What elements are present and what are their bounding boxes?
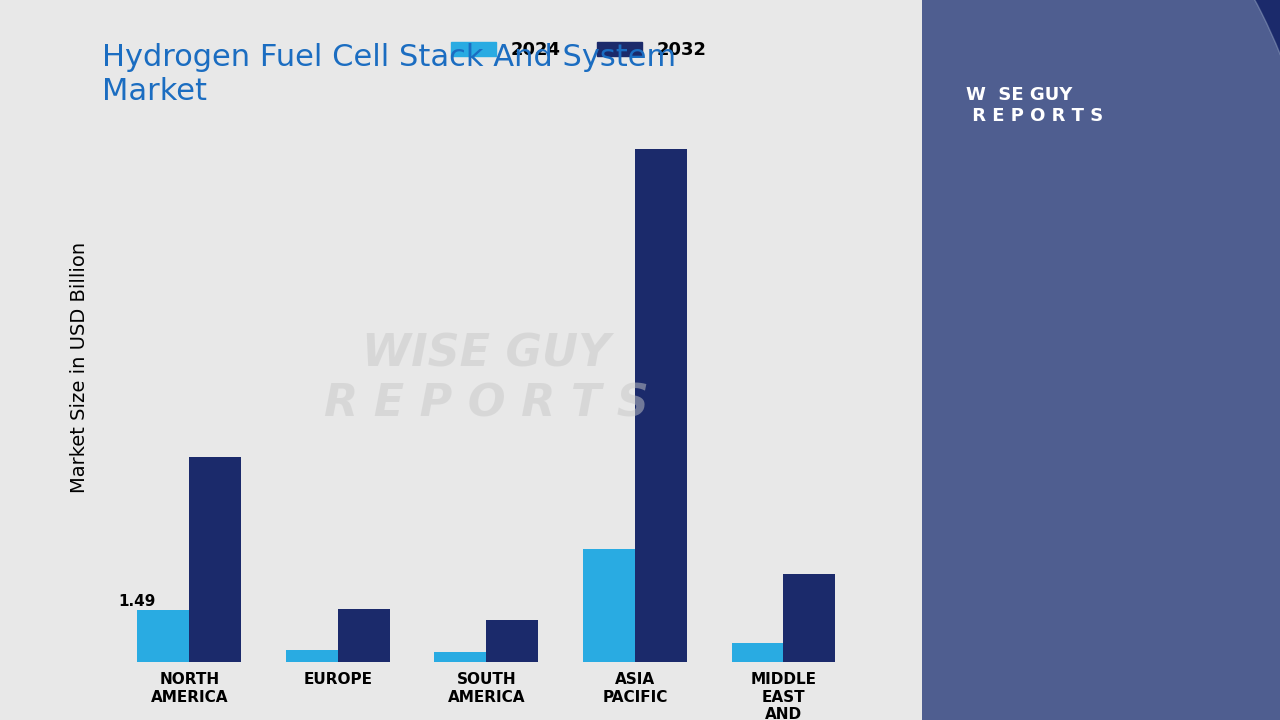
Bar <box>731 643 783 662</box>
Circle shape <box>804 0 1280 720</box>
Text: WISE GUY
R E P O R T S: WISE GUY R E P O R T S <box>324 333 649 426</box>
Bar <box>338 609 390 662</box>
Legend: 2024, 2032: 2024, 2032 <box>444 34 713 66</box>
Bar <box>285 650 338 662</box>
Bar <box>783 574 836 662</box>
Bar <box>137 610 189 662</box>
Text: W  SE GUY
 R E P O R T S: W SE GUY R E P O R T S <box>966 86 1103 125</box>
Bar <box>582 549 635 662</box>
Text: 1.49: 1.49 <box>118 594 155 609</box>
Bar <box>486 620 539 662</box>
Bar <box>635 149 687 662</box>
Bar <box>434 652 486 662</box>
Text: Hydrogen Fuel Cell Stack And System
Market: Hydrogen Fuel Cell Stack And System Mark… <box>102 43 677 106</box>
Bar <box>189 457 242 662</box>
Y-axis label: Market Size in USD Billion: Market Size in USD Billion <box>69 242 88 492</box>
